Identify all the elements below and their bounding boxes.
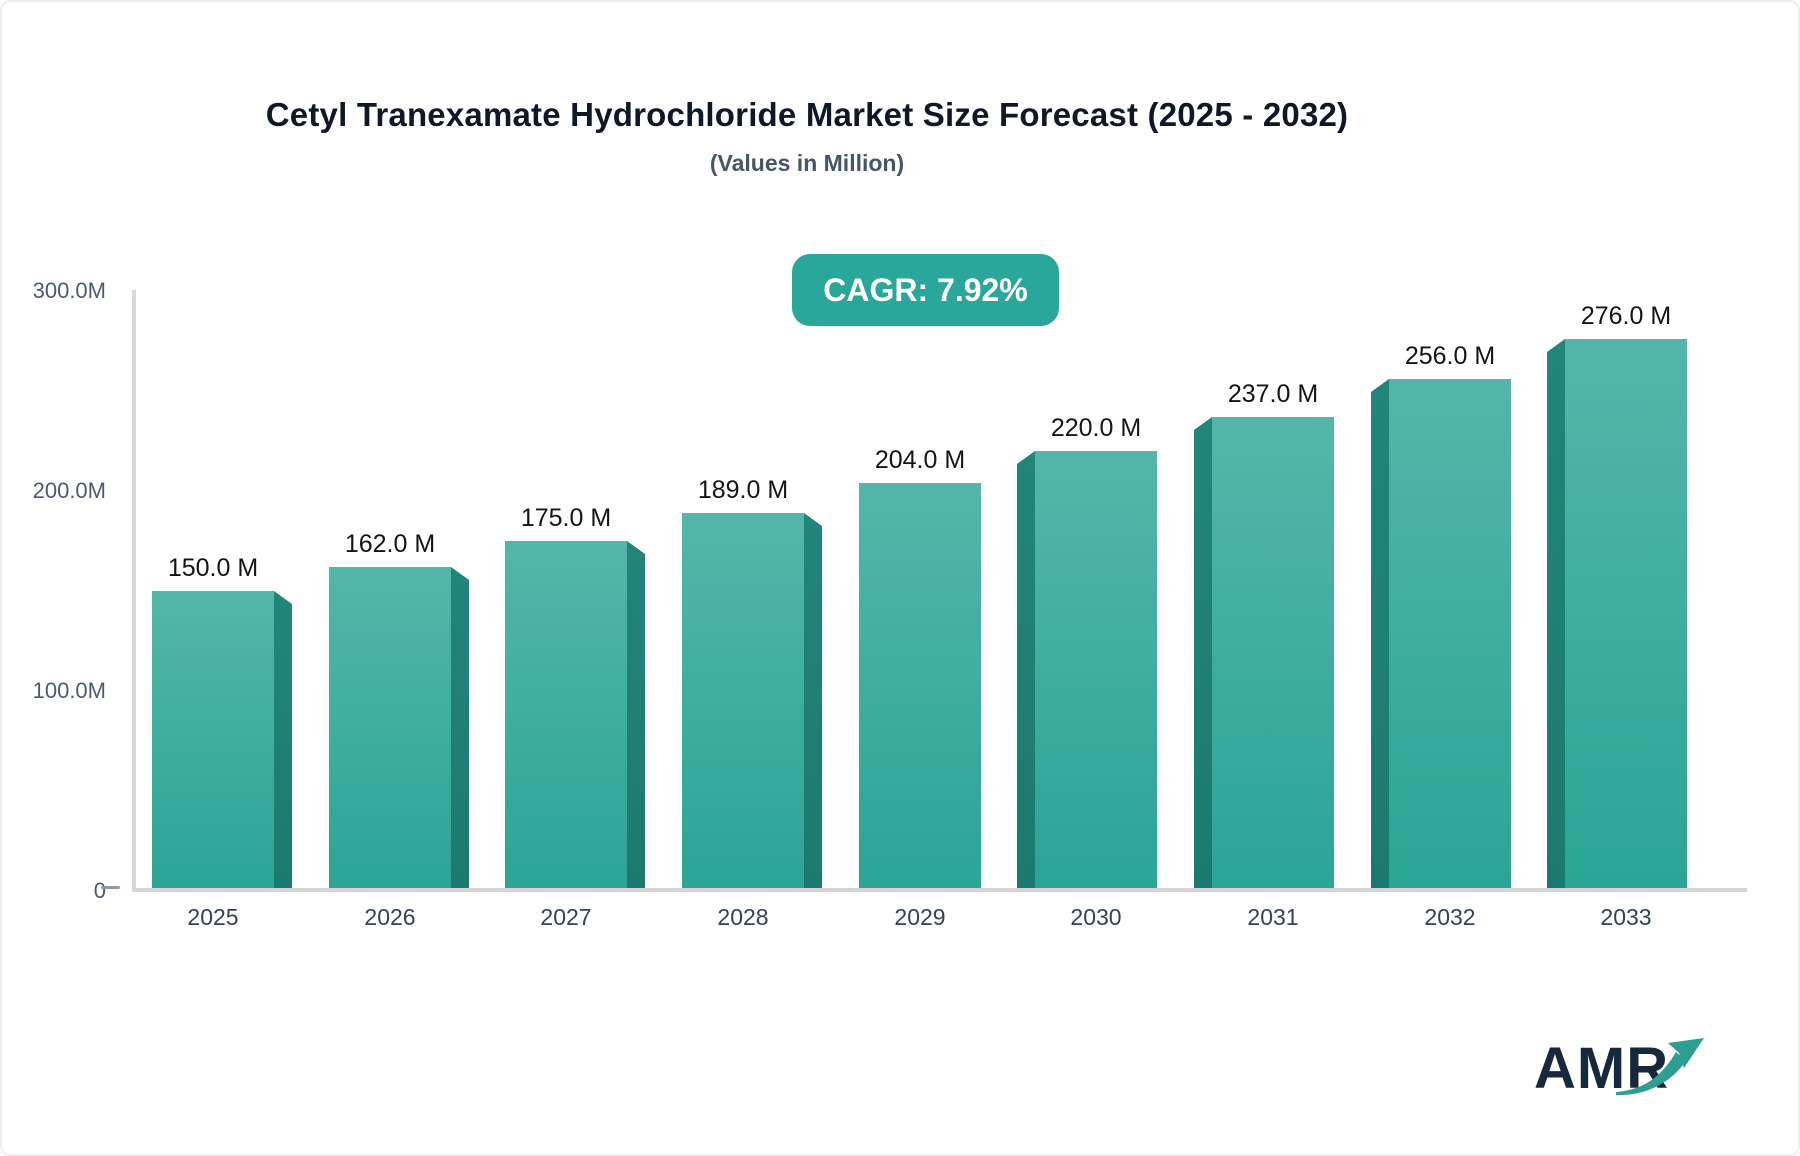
bar-side-face <box>627 541 645 891</box>
bar-value-label: 189.0 M <box>697 476 789 504</box>
x-tick-label: 2029 <box>894 904 946 930</box>
bar-front-face <box>329 567 451 891</box>
x-tick-label: 2025 <box>187 904 239 930</box>
bar-front-face <box>859 483 981 891</box>
bar-side-face <box>1194 417 1212 891</box>
bar-value-label: 220.0 M <box>1050 414 1142 442</box>
y-tick-label: 0 <box>93 878 106 903</box>
bar-value-label: 175.0 M <box>520 504 612 532</box>
bar-side-face <box>274 591 292 891</box>
y-axis-line <box>132 290 136 891</box>
y-tick-label: 100.0M <box>32 678 106 703</box>
bar-side-face <box>451 567 469 891</box>
bar-value-label: 162.0 M <box>344 530 436 558</box>
y-tick-label: 200.0M <box>32 478 106 503</box>
zero-tick-dash <box>101 886 120 889</box>
chart-subtitle: (Values in Million) <box>709 150 905 176</box>
y-tick-label: 300.0M <box>32 278 106 303</box>
bar-side-face <box>1547 339 1565 891</box>
bar-front-face <box>1035 451 1157 891</box>
bar-side-face <box>804 513 822 891</box>
x-tick-label: 2032 <box>1424 904 1476 930</box>
x-tick-label: 2027 <box>540 904 592 930</box>
bar-front-face <box>505 541 627 891</box>
chart-title: Cetyl Tranexamate Hydrochloride Market S… <box>265 96 1349 133</box>
amr-logo: AMR <box>1534 1038 1774 1128</box>
x-tick-label: 2026 <box>364 904 416 930</box>
bar-front-face <box>152 591 274 891</box>
bar-front-face <box>1389 379 1511 891</box>
bar-side-face <box>1371 379 1389 891</box>
growth-arrow-icon <box>1616 1038 1704 1096</box>
x-tick-label: 2033 <box>1600 904 1652 930</box>
bar-front-face <box>1212 417 1334 891</box>
bar-side-face <box>1017 451 1035 891</box>
bar-front-face <box>1565 339 1687 891</box>
x-tick-label: 2031 <box>1247 904 1299 930</box>
bar-value-label: 256.0 M <box>1404 342 1496 370</box>
bar-value-label: 204.0 M <box>874 446 966 474</box>
bar-value-label: 150.0 M <box>167 554 259 582</box>
bar-front-face <box>682 513 804 891</box>
x-axis-line <box>132 888 1747 892</box>
bar-value-label: 237.0 M <box>1227 380 1319 408</box>
cagr-badge: CAGR: 7.92% <box>792 254 1059 326</box>
x-tick-label: 2030 <box>1070 904 1122 930</box>
bar-value-label: 276.0 M <box>1580 302 1672 330</box>
x-tick-label: 2028 <box>717 904 769 930</box>
